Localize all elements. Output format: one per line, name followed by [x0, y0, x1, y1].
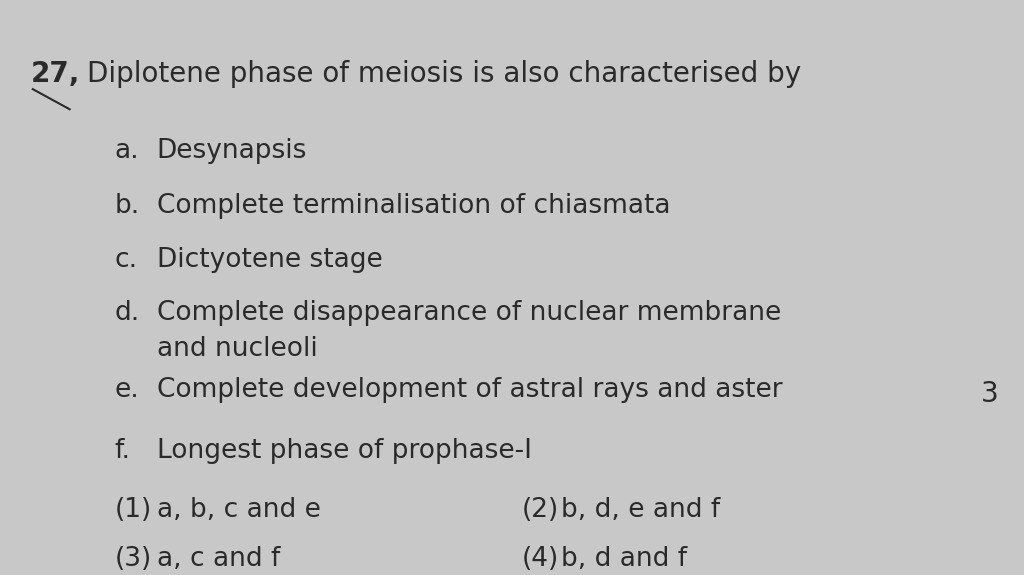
- Text: Complete development of astral rays and aster: Complete development of astral rays and …: [157, 377, 782, 402]
- Text: f.: f.: [115, 438, 131, 464]
- Text: Complete terminalisation of chiasmata: Complete terminalisation of chiasmata: [157, 193, 670, 218]
- Text: (2): (2): [522, 497, 559, 523]
- Text: Complete disappearance of nuclear membrane
and nucleoli: Complete disappearance of nuclear membra…: [157, 300, 781, 362]
- Text: 27,: 27,: [31, 60, 80, 89]
- Text: 3: 3: [981, 380, 998, 408]
- Text: c.: c.: [115, 247, 138, 273]
- Text: Desynapsis: Desynapsis: [157, 138, 307, 164]
- Text: (1): (1): [115, 497, 152, 523]
- Text: a, c and f: a, c and f: [157, 546, 280, 572]
- Text: d.: d.: [115, 300, 140, 326]
- Text: Dictyotene stage: Dictyotene stage: [157, 247, 382, 273]
- Text: b, d and f: b, d and f: [561, 546, 687, 572]
- Text: a.: a.: [115, 138, 139, 164]
- Text: a, b, c and e: a, b, c and e: [157, 497, 321, 523]
- Text: b.: b.: [115, 193, 140, 218]
- Text: (3): (3): [115, 546, 152, 572]
- Text: Diplotene phase of meiosis is also characterised by: Diplotene phase of meiosis is also chara…: [87, 60, 801, 89]
- Text: e.: e.: [115, 377, 139, 402]
- Text: Longest phase of prophase-I: Longest phase of prophase-I: [157, 438, 531, 464]
- Text: b, d, e and f: b, d, e and f: [561, 497, 721, 523]
- Text: (4): (4): [522, 546, 559, 572]
